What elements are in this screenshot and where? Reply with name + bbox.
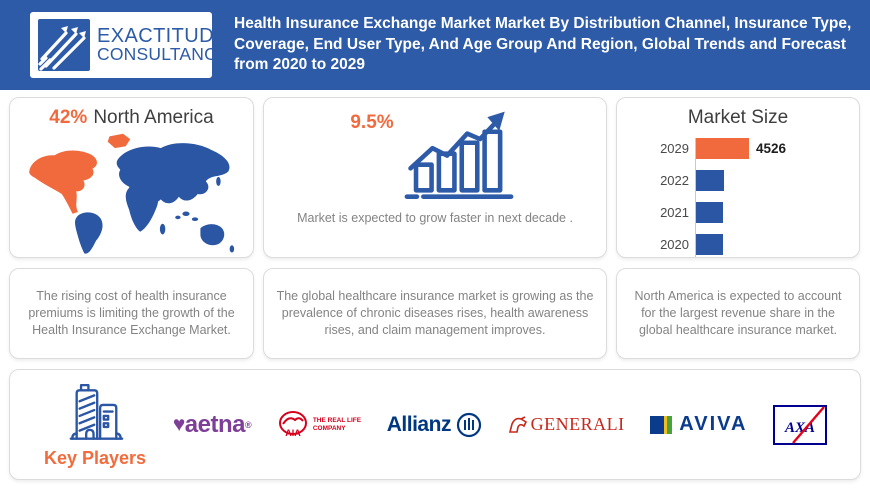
market-size-title: Market Size	[687, 107, 789, 128]
region-share-card: 42% North America	[9, 97, 254, 258]
aetna-logo: ♥ aetna ®	[172, 410, 252, 439]
growth-caption: Market is expected to grow faster in nex…	[297, 211, 573, 225]
chart-row-2020: 2020	[645, 234, 859, 255]
year-tick: 2021	[660, 205, 689, 220]
registered-mark: ®	[245, 419, 252, 430]
market-size-card: Market Size 2029 4526 2022 2021	[616, 97, 860, 258]
office-buildings-icon	[69, 383, 124, 440]
main-content: 42% North America	[0, 90, 870, 480]
chart-row-2029: 2029 4526	[645, 138, 859, 159]
world-map	[28, 133, 234, 254]
allianz-circle-icon	[456, 412, 482, 437]
insight-text: The rising cost of health insurance prem…	[28, 289, 235, 337]
axa-wordmark: AXA	[784, 420, 815, 436]
bar-value-label: 4526	[756, 141, 787, 156]
aia-emblem-icon: AIA	[278, 410, 307, 438]
allianz-wordmark: Allianz	[386, 412, 452, 436]
year-tick: 2020	[660, 237, 689, 252]
aia-logo: AIA THE REAL LIFE COMPANY	[277, 409, 361, 441]
aia-tagline: THE REAL LIFE COMPANY	[313, 417, 361, 432]
logo-line2: CONSULTANCY	[97, 44, 229, 65]
bar-2022	[696, 170, 724, 191]
bar-2021	[696, 202, 723, 223]
allianz-logo: Allianz	[387, 412, 482, 438]
generali-wordmark: GENERALI	[530, 414, 625, 434]
growth-chart-icon	[404, 111, 514, 199]
exactitude-logo: EXACTITUDE CONSULTANCY	[30, 12, 229, 78]
insight-row: The rising cost of health insurance prem…	[9, 268, 861, 359]
region-share-label: North America	[93, 107, 214, 128]
chart-row-2022: 2022	[645, 170, 859, 191]
bar-2020	[696, 234, 723, 255]
generali-lion-icon	[508, 415, 527, 433]
logo-arrows-icon	[38, 19, 90, 71]
header: EXACTITUDE CONSULTANCY Health Insurance …	[0, 0, 870, 90]
axa-logo: AXA	[773, 404, 828, 445]
axa-box-icon: AXA	[773, 404, 828, 445]
bar-2029	[696, 138, 749, 159]
growth-percent: 9.5%	[350, 112, 394, 133]
generali-logo: GENERALI	[508, 414, 625, 435]
report-title: Health Insurance Exchange Market Market …	[234, 14, 852, 74]
region-share-percent: 42%	[49, 107, 88, 128]
insight-text: The global healthcare insurance market i…	[276, 289, 594, 337]
insight-card-driver: The global healthcare insurance market i…	[263, 268, 607, 359]
key-players-row: Key Players ♥ aetna ® AIA THE REAL LIFE CO…	[9, 369, 861, 480]
year-tick: 2029	[660, 141, 689, 156]
aviva-logo: AVIVA	[650, 413, 747, 436]
insight-card-restraint: The rising cost of health insurance prem…	[9, 268, 254, 359]
key-players-card: Key Players ♥ aetna ® AIA THE REAL LIFE CO…	[9, 369, 861, 480]
company-logos: ♥ aetna ® AIA THE REAL LIFE COMPANY Allian…	[154, 404, 846, 445]
insight-card-region: North America is expected to account for…	[616, 268, 860, 359]
insight-text: North America is expected to account for…	[634, 289, 842, 337]
aia-tagline-line2: COMPANY	[312, 424, 346, 432]
aviva-flag-icon	[650, 415, 673, 434]
stat-cards-row: 42% North America	[9, 97, 861, 258]
aviva-wordmark: AVIVA	[679, 413, 748, 435]
chart-row-2021: 2021	[645, 202, 859, 223]
chart-axis-line	[695, 138, 696, 257]
aetna-heart-icon: ♥	[172, 412, 185, 436]
aetna-wordmark: aetna	[184, 410, 246, 438]
market-size-chart: 2029 4526 2022 2021 2020	[645, 138, 859, 257]
region-share-heading: 42% North America	[10, 107, 253, 129]
aia-tagline-line1: THE REAL LIFE	[312, 417, 362, 425]
key-players-label: Key Players	[43, 448, 147, 468]
svg-text:AIA: AIA	[285, 428, 301, 438]
growth-card: 9.5% Market is expected to grow faster i…	[263, 97, 607, 258]
logo-wordmark: EXACTITUDE CONSULTANCY	[97, 24, 229, 65]
logo-line1: EXACTITUDE	[97, 24, 228, 47]
year-tick: 2022	[660, 173, 689, 188]
